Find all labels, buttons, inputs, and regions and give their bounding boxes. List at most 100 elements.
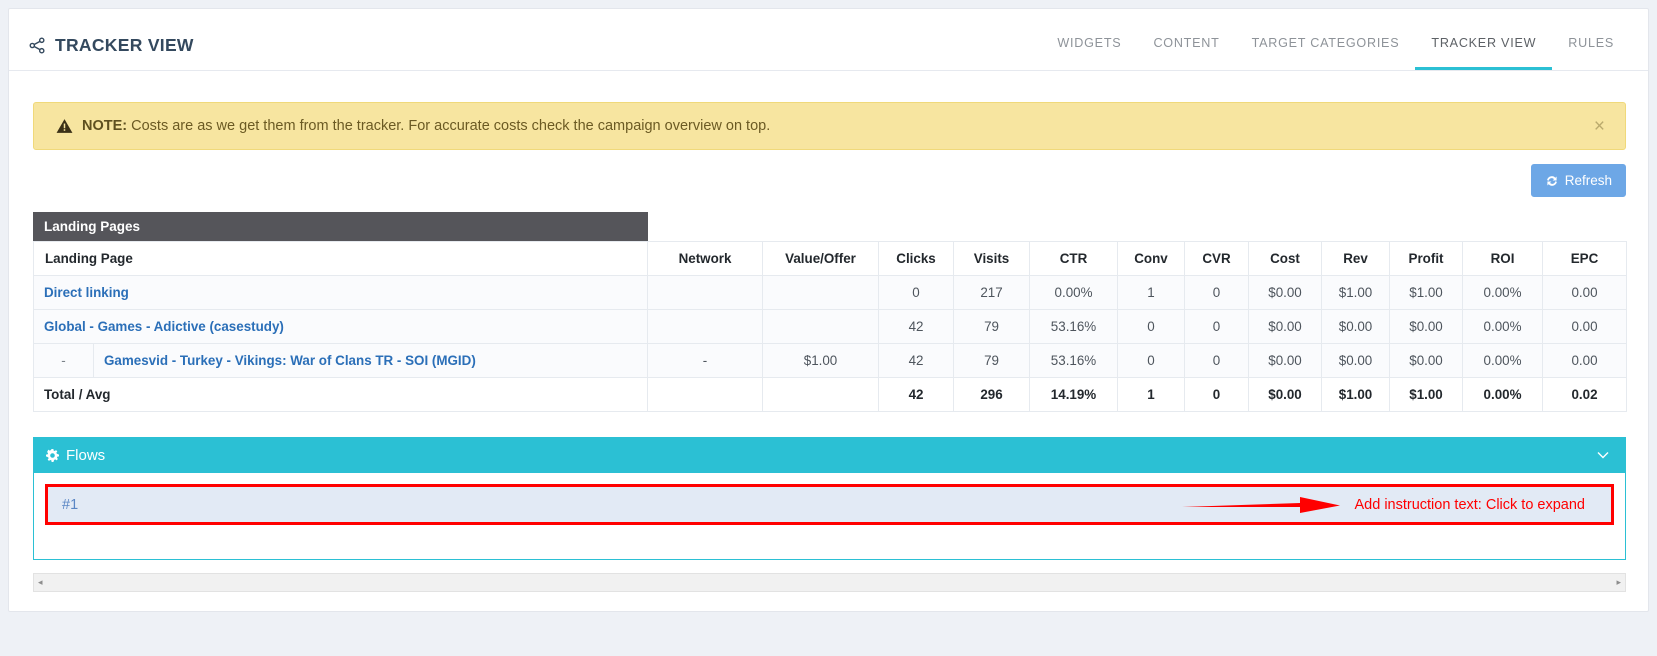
cell-network (647, 275, 764, 310)
table-row[interactable]: - Gamesvid - Turkey - Vikings: War of Cl… (33, 343, 1628, 378)
scroll-right-arrow-icon[interactable]: ▸ (1616, 577, 1621, 587)
tab-target-categories[interactable]: TARGET CATEGORIES (1251, 36, 1400, 51)
total-ctr: 14.19% (1029, 377, 1119, 412)
col-landing-page[interactable]: Landing Page (32, 241, 649, 276)
landing-pages-panel: Landing Pages Landing Page Network Value… (32, 212, 1628, 412)
cell-visits: 217 (953, 275, 1031, 310)
cell-roi: 0.00% (1462, 343, 1544, 378)
landing-pages-table: Landing Page Network Value/Offer Clicks … (32, 241, 1628, 412)
cell-network (647, 309, 764, 344)
col-network[interactable]: Network (647, 241, 764, 276)
total-network (647, 377, 764, 412)
col-visits[interactable]: Visits (953, 241, 1031, 276)
cell-roi: 0.00% (1462, 309, 1544, 344)
landing-page-link[interactable]: Global - Games - Adictive (casestudy) (44, 319, 284, 334)
annotation-text: Add instruction text: Click to expand (1354, 496, 1585, 513)
flows-panel: Flows #1 Add instr (33, 437, 1626, 560)
main-card: TRACKER VIEW WIDGETS CONTENT TARGET CATE… (8, 8, 1649, 612)
total-value-offer (762, 377, 880, 412)
cell-visits: 79 (953, 309, 1031, 344)
col-conv[interactable]: Conv (1117, 241, 1186, 276)
total-label: Total / Avg (32, 377, 649, 412)
col-profit[interactable]: Profit (1389, 241, 1464, 276)
cell-value-offer (762, 275, 880, 310)
row-landing-page: Direct linking (32, 275, 649, 310)
cell-epc: 0.00 (1542, 343, 1628, 378)
cell-ctr: 53.16% (1029, 309, 1119, 344)
tab-content[interactable]: CONTENT (1153, 36, 1220, 51)
flows-panel-body: #1 Add instruction text: Click to expand (34, 473, 1625, 559)
note-text: NOTE: Costs are as we get them from the … (82, 118, 770, 134)
horizontal-scrollbar[interactable]: ◂ ▸ (33, 573, 1626, 592)
flows-panel-header[interactable]: Flows (34, 437, 1625, 473)
cell-conv: 1 (1117, 275, 1186, 310)
total-visits: 296 (953, 377, 1031, 412)
total-conv: 1 (1117, 377, 1186, 412)
col-value-offer[interactable]: Value/Offer (762, 241, 880, 276)
total-epc: 0.02 (1542, 377, 1628, 412)
landing-pages-panel-title: Landing Pages (33, 212, 648, 241)
cell-clicks: 0 (878, 275, 955, 310)
tab-tracker-view[interactable]: TRACKER VIEW (1415, 37, 1553, 70)
cell-cvr: 0 (1184, 343, 1250, 378)
table-total-row: Total / Avg 42 296 14.19% 1 0 $0.00 $1.0… (32, 377, 1628, 412)
total-roi: 0.00% (1462, 377, 1544, 412)
header-nav: WIDGETS CONTENT TARGET CATEGORIES TRACKE… (1041, 9, 1630, 70)
cell-ctr: 53.16% (1029, 343, 1119, 378)
flows-panel-title: Flows (66, 446, 106, 464)
landing-page-link[interactable]: Direct linking (44, 285, 129, 300)
total-cost: $0.00 (1248, 377, 1323, 412)
page-header: TRACKER VIEW WIDGETS CONTENT TARGET CATE… (9, 9, 1648, 71)
tab-rules[interactable]: RULES (1568, 36, 1614, 51)
col-cvr[interactable]: CVR (1184, 241, 1250, 276)
cell-profit: $1.00 (1389, 275, 1464, 310)
tab-widgets[interactable]: WIDGETS (1057, 36, 1122, 51)
refresh-button[interactable]: Refresh (1530, 164, 1626, 197)
flow-item-1[interactable]: #1 Add instruction text: Click to expand (45, 484, 1614, 525)
gear-icon (46, 448, 59, 462)
total-profit: $1.00 (1389, 377, 1464, 412)
col-epc[interactable]: EPC (1542, 241, 1628, 276)
cell-value-offer: $1.00 (762, 343, 880, 378)
toolbar: Refresh (33, 164, 1626, 198)
cell-cost: $0.00 (1248, 309, 1323, 344)
table-row[interactable]: Global - Games - Adictive (casestudy) 42… (32, 309, 1628, 344)
scroll-left-arrow-icon[interactable]: ◂ (38, 577, 43, 587)
cell-profit: $0.00 (1389, 309, 1464, 344)
annotation-group: Add instruction text: Click to expand (1182, 494, 1585, 516)
warning-triangle-icon (56, 118, 73, 134)
refresh-button-label: Refresh (1564, 173, 1612, 188)
cell-ctr: 0.00% (1029, 275, 1119, 310)
close-icon[interactable]: × (1593, 115, 1605, 137)
note-label: NOTE: (82, 118, 128, 134)
cell-cvr: 0 (1184, 275, 1250, 310)
note-banner: NOTE: Costs are as we get them from the … (33, 102, 1626, 150)
col-clicks[interactable]: Clicks (878, 241, 955, 276)
cell-value-offer (762, 309, 880, 344)
table-row[interactable]: Direct linking 0 217 0.00% 1 0 $0.00 $1.… (32, 275, 1628, 310)
cell-cost: $0.00 (1248, 343, 1323, 378)
row-landing-page: Global - Games - Adictive (casestudy) (32, 309, 649, 344)
total-rev: $1.00 (1321, 377, 1391, 412)
flow-item-id: #1 (62, 496, 79, 513)
page-title-group: TRACKER VIEW (29, 35, 194, 70)
cell-roi: 0.00% (1462, 275, 1544, 310)
right-arrow-annotation-icon (1182, 494, 1342, 516)
total-clicks: 42 (878, 377, 955, 412)
cell-rev: $1.00 (1321, 275, 1391, 310)
landing-page-link[interactable]: Gamesvid - Turkey - Vikings: War of Clan… (104, 353, 476, 368)
cell-visits: 79 (953, 343, 1031, 378)
cell-epc: 0.00 (1542, 309, 1628, 344)
col-rev[interactable]: Rev (1321, 241, 1391, 276)
col-ctr[interactable]: CTR (1029, 241, 1119, 276)
chevron-down-icon[interactable] (1595, 447, 1611, 463)
note-message: Costs are as we get them from the tracke… (131, 118, 771, 134)
cell-network: - (647, 343, 764, 378)
cell-conv: 0 (1117, 309, 1186, 344)
col-roi[interactable]: ROI (1462, 241, 1544, 276)
cell-epc: 0.00 (1542, 275, 1628, 310)
row-landing-page: Gamesvid - Turkey - Vikings: War of Clan… (92, 343, 649, 378)
col-cost[interactable]: Cost (1248, 241, 1323, 276)
refresh-icon (1545, 174, 1559, 188)
page-title: TRACKER VIEW (55, 35, 194, 55)
